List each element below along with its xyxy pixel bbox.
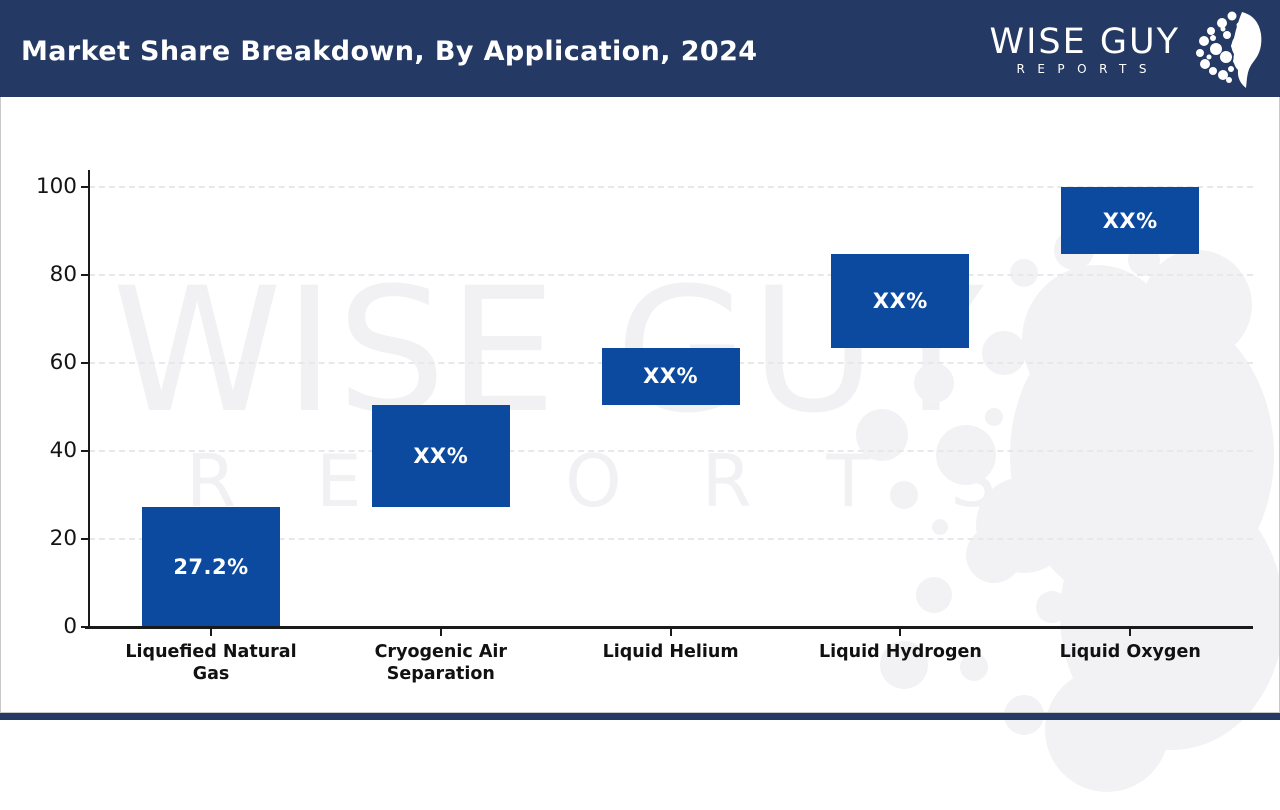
wise-guy-reports-logo: WISE GUY REPORTS — [989, 6, 1266, 92]
y-tick-label-60: 60 — [49, 349, 77, 375]
x-category-label-liquid-oxygen: Liquid Oxygen — [1059, 642, 1201, 662]
logo-reports-label: REPORTS — [1016, 62, 1159, 76]
chart-page: { "header": { "title": "Market Share Bre… — [0, 0, 1280, 792]
y-tick-label-40: 40 — [49, 437, 77, 463]
bar-value-label-liquid-helium: XX% — [643, 364, 699, 389]
watermark-reports-text: REPORTS — [186, 439, 1077, 523]
bar-value-label-cryogenic-air-separation: XX% — [413, 443, 469, 468]
chart-title: Market Share Breakdown, By Application, … — [21, 36, 758, 67]
y-tick-40 — [81, 449, 89, 452]
x-tick-liquid-helium — [669, 629, 672, 636]
x-category-label-liquid-helium: Liquid Helium — [602, 642, 739, 662]
x-category-label-liquefied-natural-gas: Liquefied Natural Gas — [125, 642, 297, 684]
y-axis-line — [88, 170, 90, 627]
footer-banner — [0, 713, 1280, 720]
x-tick-liquefied-natural-gas — [210, 629, 212, 636]
x-category-label-cryogenic-air-separation: Cryogenic Air Separation — [374, 642, 507, 684]
bar-liquid-helium: XX% — [601, 348, 740, 405]
x-tick-liquid-oxygen — [1129, 629, 1132, 636]
bar-liquid-oxygen: XX% — [1061, 187, 1200, 255]
logo-face-icon — [1196, 11, 1262, 88]
x-axis-line — [85, 626, 1253, 629]
bar-value-label-liquefied-natural-gas: 27.2% — [173, 554, 249, 579]
y-tick-60 — [81, 361, 89, 364]
x-tick-liquid-hydrogen — [899, 629, 902, 636]
x-tick-cryogenic-air-separation — [439, 629, 442, 636]
bar-value-label-liquid-oxygen: XX% — [1102, 208, 1158, 233]
y-tick-100 — [81, 186, 89, 188]
bar-cryogenic-air-separation: XX% — [371, 404, 510, 507]
gridline-100 — [89, 186, 1253, 188]
gridline-80 — [89, 273, 1253, 276]
gridline-20 — [89, 537, 1253, 540]
y-tick-label-20: 20 — [49, 525, 77, 551]
gridline-40 — [89, 449, 1253, 452]
logo-wiseguy-label: WISE GUY — [989, 22, 1180, 62]
bar-liquefied-natural-gas: 27.2% — [142, 506, 280, 627]
x-category-label-liquid-hydrogen: Liquid Hydrogen — [818, 642, 982, 662]
y-tick-20 — [81, 537, 89, 540]
logo-text: WISE GUY REPORTS — [989, 22, 1180, 76]
header-banner: Market Share Breakdown, By Application, … — [0, 0, 1280, 97]
bar-value-label-liquid-hydrogen: XX% — [872, 289, 928, 314]
y-tick-80 — [81, 273, 89, 276]
bar-liquid-hydrogen: XX% — [831, 254, 970, 349]
y-tick-label-0: 0 — [63, 613, 77, 639]
y-tick-label-80: 80 — [49, 261, 77, 287]
y-tick-label-100: 100 — [35, 174, 77, 199]
